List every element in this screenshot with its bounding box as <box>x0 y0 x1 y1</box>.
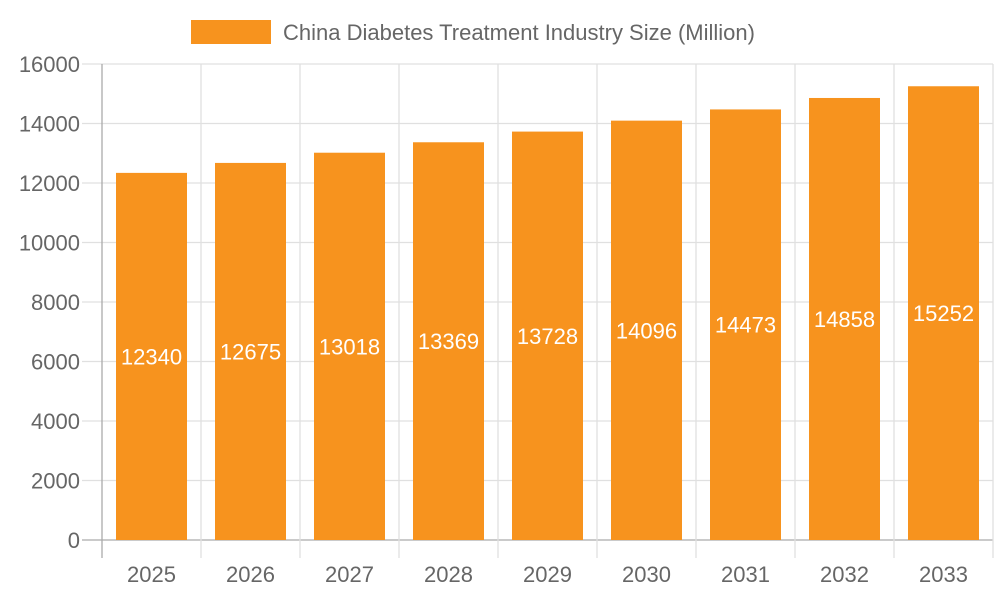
data-label: 14096 <box>616 318 677 343</box>
x-tick-label: 2027 <box>325 562 374 587</box>
legend[interactable]: China Diabetes Treatment Industry Size (… <box>191 20 755 45</box>
data-label: 15252 <box>913 301 974 326</box>
bar <box>413 142 484 540</box>
data-label: 12340 <box>121 344 182 369</box>
x-tick-label: 2033 <box>919 562 968 587</box>
y-tick-label: 2000 <box>31 469 80 494</box>
data-label: 12675 <box>220 339 281 364</box>
data-label: 13018 <box>319 334 380 359</box>
y-tick-label: 14000 <box>19 112 80 137</box>
y-tick-label: 12000 <box>19 171 80 196</box>
data-label: 13369 <box>418 329 479 354</box>
y-tick-label: 16000 <box>19 52 80 77</box>
y-tick-label: 4000 <box>31 409 80 434</box>
bar <box>116 172 187 540</box>
data-label: 13728 <box>517 324 578 349</box>
y-tick-label: 8000 <box>31 290 80 315</box>
y-tick-label: 6000 <box>31 350 80 375</box>
x-tick-label: 2028 <box>424 562 473 587</box>
legend-label: China Diabetes Treatment Industry Size (… <box>283 20 755 45</box>
x-tick-label: 2029 <box>523 562 572 587</box>
bar <box>512 131 583 541</box>
x-tick-label: 2031 <box>721 562 770 587</box>
x-tick-label: 2025 <box>127 562 176 587</box>
bar <box>215 162 286 540</box>
data-label: 14473 <box>715 313 776 338</box>
x-tick-label: 2030 <box>622 562 671 587</box>
bar <box>809 97 880 541</box>
bars: 12340 12675 13018 13369 13728 14096 14473 14858… <box>116 86 979 541</box>
y-tick-label: 10000 <box>19 231 80 256</box>
bar <box>611 120 682 541</box>
x-tick-label: 2026 <box>226 562 275 587</box>
bar <box>908 86 979 541</box>
bar <box>314 152 385 541</box>
y-tick-label: 0 <box>68 528 80 553</box>
x-tick-label: 2032 <box>820 562 869 587</box>
bar <box>710 109 781 540</box>
data-label: 14858 <box>814 307 875 332</box>
legend-swatch <box>191 20 271 44</box>
y-axis-labels: 0 2000 4000 6000 8000 10000 12000 14000 16000 <box>19 52 80 553</box>
x-axis-labels: 2025 2026 2027 2028 2029 2030 2031 2032 2033 <box>127 562 968 587</box>
